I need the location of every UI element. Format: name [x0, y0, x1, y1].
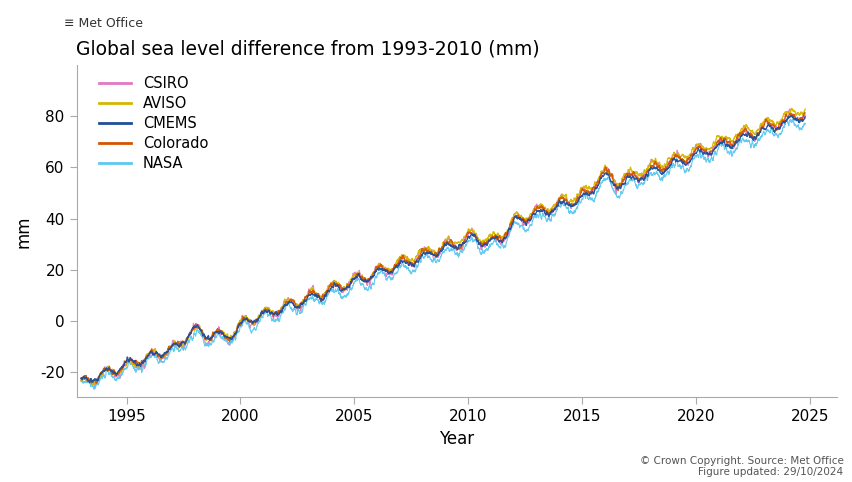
Text: ≡ Met Office: ≡ Met Office	[64, 17, 143, 30]
X-axis label: Year: Year	[439, 430, 475, 448]
Y-axis label: mm: mm	[15, 215, 33, 248]
Legend: CSIRO, AVISO, CMEMS, Colorado, NASA: CSIRO, AVISO, CMEMS, Colorado, NASA	[99, 76, 208, 171]
Text: Global sea level difference from 1993-2010 (mm): Global sea level difference from 1993-20…	[77, 39, 540, 58]
Text: © Crown Copyright. Source: Met Office
Figure updated: 29/10/2024: © Crown Copyright. Source: Met Office Fi…	[640, 455, 843, 477]
